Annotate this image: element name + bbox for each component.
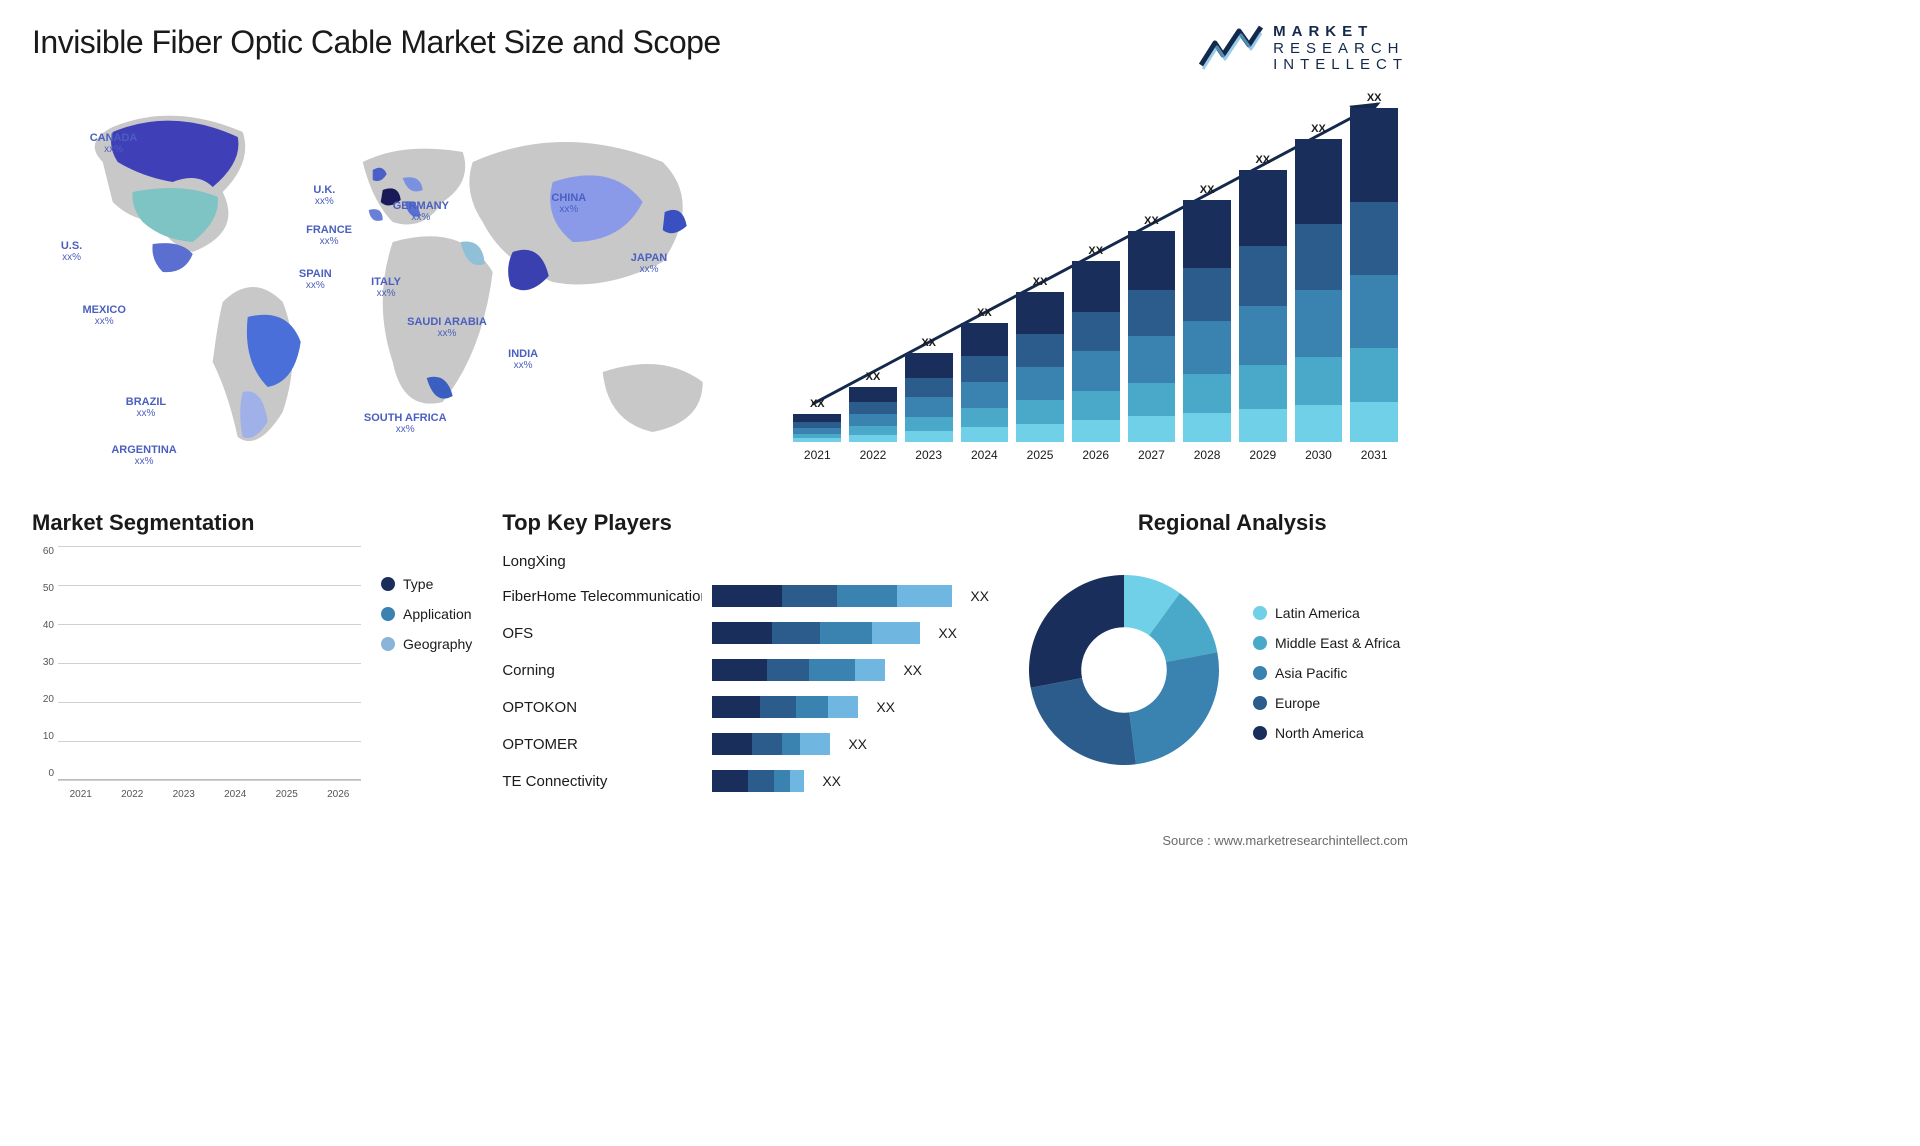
- map-label: INDIAxx%: [508, 348, 538, 371]
- map-label: SAUDI ARABIAxx%: [407, 316, 487, 339]
- legend-item: Asia Pacific: [1253, 665, 1400, 681]
- growth-bar: XX2028: [1183, 184, 1231, 461]
- map-label: U.K.xx%: [313, 184, 335, 207]
- legend-item: North America: [1253, 725, 1400, 741]
- segmentation-legend: Type Application Geography: [381, 546, 472, 800]
- logo-line3: INTELLECT: [1273, 57, 1408, 74]
- segmentation-title: Market Segmentation: [32, 510, 472, 536]
- legend-item: Europe: [1253, 695, 1400, 711]
- growth-bar: XX2026: [1072, 245, 1120, 461]
- growth-bar: XX2027: [1128, 215, 1176, 462]
- growth-bar: XX2030: [1295, 123, 1343, 462]
- world-map-panel: CANADAxx% U.S.xx% MEXICOxx% BRAZILxx% ARGENT…: [32, 92, 753, 492]
- logo-mark-icon: [1199, 25, 1263, 73]
- player-row: FiberHome TelecommunicationXX: [502, 585, 989, 607]
- map-label: CANADAxx%: [90, 132, 138, 155]
- growth-bar: XX2031: [1350, 92, 1398, 461]
- legend-item: Middle East & Africa: [1253, 635, 1400, 651]
- legend-item: Application: [381, 606, 472, 622]
- growth-bar: XX2024: [961, 307, 1009, 462]
- segmentation-panel: Market Segmentation 6050403020100 202120…: [32, 510, 472, 800]
- map-label: ITALYxx%: [371, 276, 401, 299]
- source-line: Source : www.marketresearchintellect.com: [1162, 833, 1408, 848]
- logo-line2: RESEARCH: [1273, 41, 1408, 58]
- regional-panel: Regional Analysis Latin America Middle Ea…: [1019, 510, 1446, 800]
- map-label: GERMANYxx%: [393, 200, 449, 223]
- map-label: SOUTH AFRICAxx%: [364, 412, 447, 435]
- regional-legend: Latin America Middle East & Africa Asia Pa…: [1253, 605, 1400, 741]
- map-label: JAPANxx%: [631, 252, 667, 275]
- segmentation-chart: 6050403020100 202120222023202420252026: [32, 546, 361, 800]
- map-label: SPAINxx%: [299, 268, 332, 291]
- legend-item: Latin America: [1253, 605, 1400, 621]
- player-row: OPTOKONXX: [502, 696, 989, 718]
- growth-bar: XX2023: [905, 337, 953, 461]
- growth-chart: XX2021XX2022XX2023XX2024XX2025XX2026XX20…: [793, 92, 1408, 492]
- map-label: BRAZILxx%: [126, 396, 166, 419]
- map-label: ARGENTINAxx%: [111, 444, 176, 467]
- regional-donut: [1019, 565, 1229, 780]
- map-label: CHINAxx%: [551, 192, 586, 215]
- player-row: LongXing: [502, 553, 989, 570]
- players-title: Top Key Players: [502, 510, 989, 536]
- growth-bar: XX2025: [1016, 276, 1064, 462]
- logo-line1: MARKET: [1273, 24, 1408, 41]
- map-label: MEXICOxx%: [83, 304, 126, 327]
- players-panel: Top Key Players LongXing FiberHome Teleco…: [502, 510, 989, 800]
- legend-item: Geography: [381, 636, 472, 652]
- player-row: OFSXX: [502, 622, 989, 644]
- brand-logo: MARKET RESEARCH INTELLECT: [1199, 24, 1408, 74]
- growth-bar: XX2021: [793, 398, 841, 461]
- growth-bar: XX2022: [849, 371, 897, 461]
- player-row: CorningXX: [502, 659, 989, 681]
- legend-item: Type: [381, 576, 472, 592]
- regional-title: Regional Analysis: [1138, 510, 1327, 536]
- growth-bar: XX2029: [1239, 154, 1287, 462]
- player-row: TE ConnectivityXX: [502, 770, 989, 792]
- page-title: Invisible Fiber Optic Cable Market Size …: [32, 24, 721, 61]
- map-label: U.S.xx%: [61, 240, 82, 263]
- player-row: OPTOMERXX: [502, 733, 989, 755]
- map-label: FRANCExx%: [306, 224, 352, 247]
